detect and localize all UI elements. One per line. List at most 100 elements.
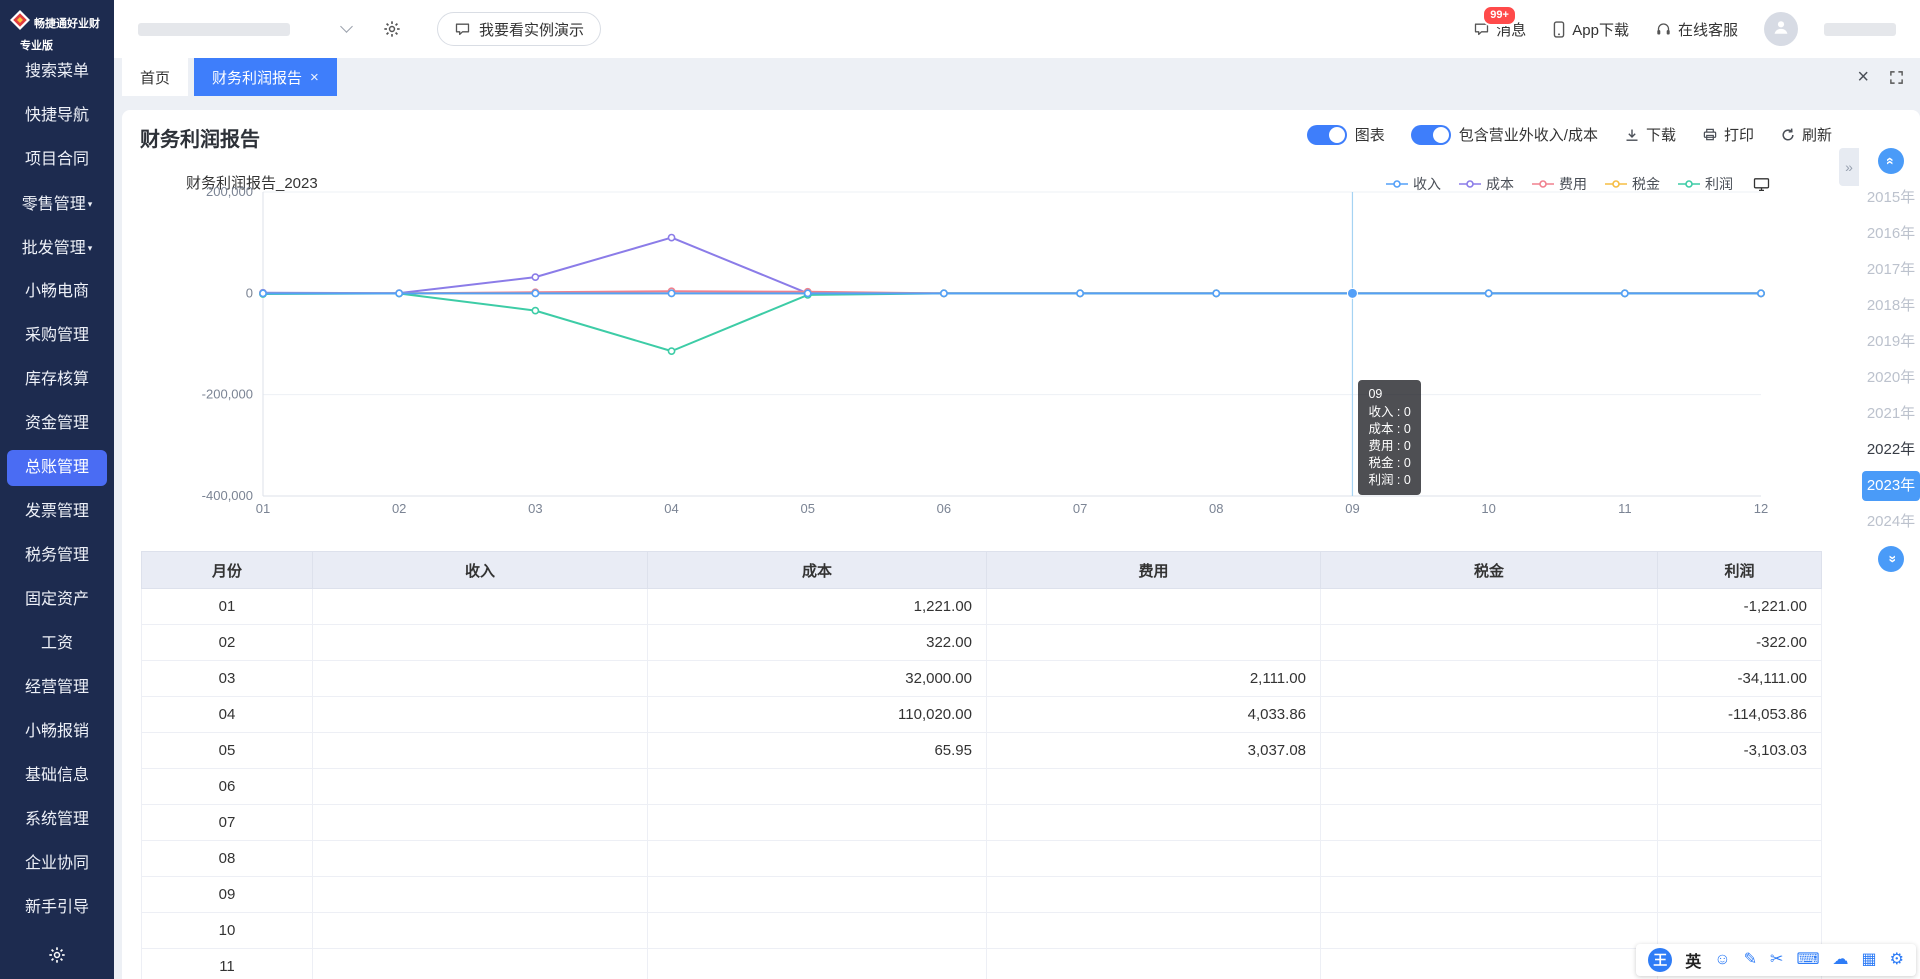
year-item[interactable]: 2015年 (1866, 189, 1916, 206)
cloud-icon[interactable]: ☁ (1832, 951, 1849, 968)
sidebar-item-9[interactable]: 总账管理 (7, 450, 107, 486)
legend-item-2[interactable]: 费用 (1532, 174, 1587, 194)
year-item[interactable]: 2024年 (1866, 513, 1916, 530)
sidebar-item-2[interactable]: 项目合同 (24, 151, 89, 168)
legend-item-0[interactable]: 收入 (1386, 174, 1441, 194)
year-item[interactable]: 2018年 (1866, 297, 1916, 314)
org-selector[interactable] (138, 20, 353, 36)
sidebar-item-14[interactable]: 经营管理 (24, 679, 89, 696)
app-download-label: App下载 (1572, 21, 1629, 39)
collapse-down-icon[interactable]: « (1878, 546, 1904, 572)
toggle-switch[interactable] (1306, 124, 1347, 145)
collapse-up-icon[interactable]: « (1878, 148, 1904, 174)
ime-mode-indicator[interactable]: 英 (1685, 954, 1702, 971)
legend-item-4[interactable]: 利润 (1678, 174, 1733, 194)
tab-1[interactable]: 财务利润报告 × (194, 58, 337, 96)
close-icon[interactable]: × (1857, 66, 1869, 88)
gear-icon[interactable]: ⚙ (1889, 951, 1904, 968)
table-header: 收入 (312, 551, 648, 589)
user-name-redacted (1824, 22, 1896, 36)
sidebar-item-13[interactable]: 工资 (40, 635, 73, 652)
action-label: 打印 (1723, 127, 1754, 144)
support-button[interactable]: 在线客服 (1655, 19, 1738, 40)
save-image-icon[interactable] (1753, 177, 1770, 192)
year-panel-collapse-handle[interactable]: » (1839, 148, 1859, 186)
action-label: 下载 (1645, 127, 1676, 144)
scissors-icon[interactable]: ✂ (1770, 951, 1784, 968)
print-button[interactable]: 打印 (1702, 124, 1754, 145)
sidebar-item-12[interactable]: 固定资产 (24, 591, 89, 608)
sidebar-item-0[interactable]: 搜索菜单 (24, 63, 89, 80)
table-cell: 09 (141, 876, 313, 913)
sidebar-menu: 搜索菜单快捷导航项目合同零售管理 ▾ 批发管理 ▾ 小畅电商采购管理库存核算资金管理总账… (0, 50, 114, 930)
app-download-button[interactable]: App下载 (1552, 19, 1629, 40)
tab-close-icon[interactable]: × (310, 68, 319, 86)
download-button[interactable]: 下载 (1624, 124, 1676, 145)
refresh-button[interactable]: 刷新 (1780, 124, 1832, 145)
year-item[interactable]: 2023年 (1862, 471, 1920, 501)
sidebar-item-17[interactable]: 系统管理 (24, 811, 89, 828)
print-icon (1702, 127, 1718, 142)
ime-logo[interactable]: 王 (1648, 948, 1673, 972)
sidebar-item-10[interactable]: 发票管理 (24, 503, 89, 520)
table-cell (1657, 840, 1822, 877)
table-cell (647, 912, 987, 949)
report-table: 月份 收入 成本 费用 税金 利润 01 1,221.00 -1,221.00 02 322.00-… (141, 551, 1822, 979)
table-cell: 32,000.00 (647, 660, 987, 697)
sidebar-item-4[interactable]: 批发管理 ▾ (21, 240, 93, 257)
demo-button[interactable]: 我要看实例演示 (437, 12, 602, 46)
legend-item-1[interactable]: 成本 (1459, 174, 1514, 194)
sidebar-item-19[interactable]: 新手引导 (24, 899, 89, 916)
year-item[interactable]: 2022年 (1866, 441, 1916, 458)
sidebar-item-6[interactable]: 采购管理 (24, 327, 89, 344)
legend-marker-icon (1605, 176, 1627, 192)
year-item[interactable]: 2019年 (1866, 333, 1916, 350)
svg-text:05: 05 (800, 501, 814, 516)
sidebar-item-5[interactable]: 小畅电商 (24, 283, 89, 300)
sidebar-item-18[interactable]: 企业协同 (24, 855, 89, 872)
settings-gear-icon[interactable] (383, 20, 401, 38)
year-panel: « 2015年 2016年 2017年 2018年 2019年 2020年 2021年 2022… (1862, 148, 1920, 572)
fullscreen-icon[interactable] (1889, 70, 1904, 85)
tab-label: 首页 (140, 69, 171, 87)
year-item[interactable]: 2020年 (1866, 369, 1916, 386)
sidebar-item-1[interactable]: 快捷导航 (24, 107, 89, 124)
sidebar-item-11[interactable]: 税务管理 (24, 547, 89, 564)
table-cell (986, 768, 1321, 805)
avatar[interactable] (1764, 12, 1798, 46)
table-cell: 11 (141, 948, 313, 979)
keyboard-icon[interactable]: ⌨ (1796, 951, 1820, 968)
legend-label: 税金 (1632, 176, 1660, 192)
sidebar-item-7[interactable]: 库存核算 (24, 371, 89, 388)
table-cell (647, 804, 987, 841)
sidebar-settings-gear-icon[interactable] (0, 946, 114, 969)
svg-text:-200,000: -200,000 (202, 387, 253, 402)
sidebar-item-8[interactable]: 资金管理 (24, 415, 89, 432)
report-table-wrap: 月份 收入 成本 费用 税金 利润 01 1,221.00 -1,221.00 02 322.00-… (141, 551, 1822, 979)
tab-tools: × (1857, 58, 1920, 96)
chevron-down-icon: ▾ (87, 243, 93, 253)
table-cell (1320, 876, 1658, 913)
table-header: 利润 (1657, 551, 1822, 589)
legend-marker-icon (1386, 176, 1408, 192)
table-cell (1320, 840, 1658, 877)
table-cell: 4,033.86 (986, 696, 1321, 733)
sidebar-item-3[interactable]: 零售管理 ▾ (21, 196, 93, 213)
smiley-icon[interactable]: ☺ (1714, 951, 1731, 968)
year-item[interactable]: 2017年 (1866, 261, 1916, 278)
tab-0[interactable]: 首页 (122, 58, 189, 96)
grid-icon[interactable]: ▦ (1861, 951, 1877, 968)
table-cell (986, 948, 1321, 979)
messages-button[interactable]: 99+ 消息 (1473, 4, 1526, 40)
year-item[interactable]: 2016年 (1866, 225, 1916, 242)
legend-item-3[interactable]: 税金 (1605, 174, 1660, 194)
table-row: 05 65.95 3,037.08 -3,103.03 (141, 732, 1822, 769)
year-item[interactable]: 2021年 (1866, 405, 1916, 422)
toggle-switch[interactable] (1410, 124, 1451, 145)
tabs: 首页 财务利润报告 × (122, 58, 343, 96)
svg-text:08: 08 (1209, 501, 1223, 516)
svg-text:07: 07 (1073, 501, 1087, 516)
sidebar-item-15[interactable]: 小畅报销 (24, 723, 89, 740)
pen-icon[interactable]: ✎ (1743, 951, 1758, 968)
sidebar-item-16[interactable]: 基础信息 (24, 767, 89, 784)
